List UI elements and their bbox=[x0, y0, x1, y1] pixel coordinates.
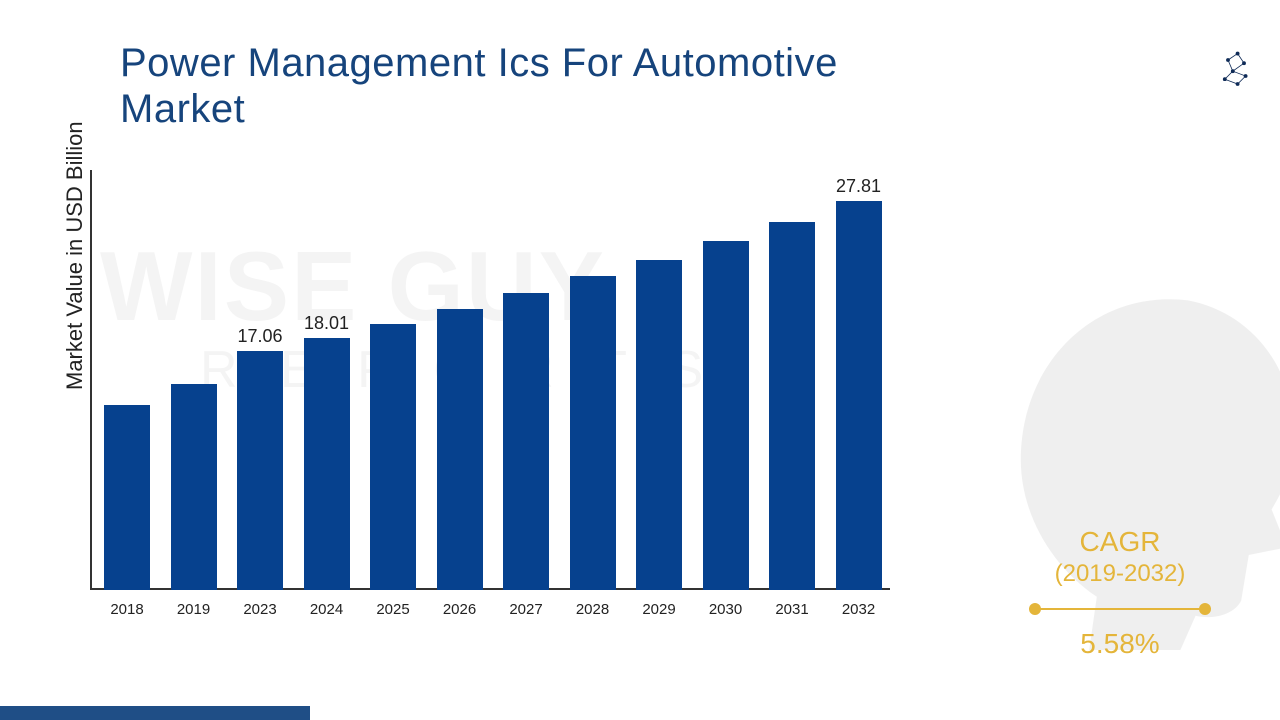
bar-x-label: 2027 bbox=[503, 601, 549, 618]
bar: 2028 bbox=[570, 170, 616, 590]
bar-x-label: 2031 bbox=[769, 601, 815, 618]
bar: 202418.01 bbox=[304, 170, 350, 590]
bar-x-label: 2026 bbox=[437, 601, 483, 618]
bar-x-label: 2032 bbox=[836, 601, 882, 618]
bar-value-label: 18.01 bbox=[304, 313, 350, 334]
cagr-divider bbox=[1035, 608, 1205, 610]
cagr-label: CAGR bbox=[1020, 526, 1220, 558]
bar: 2031 bbox=[769, 170, 815, 590]
bar: 2029 bbox=[636, 170, 682, 590]
cagr-block: CAGR (2019-2032) 5.58% bbox=[1020, 526, 1220, 660]
bar: 2019 bbox=[171, 170, 217, 590]
bar-rect bbox=[370, 324, 416, 590]
bar-x-label: 2028 bbox=[570, 601, 616, 618]
chart-area: 2018 2019 202317.06 202418.01 2025 2026 2027 20… bbox=[90, 170, 890, 590]
bar-rect bbox=[836, 201, 882, 590]
logo-line2: R E P O R T S bbox=[1007, 79, 1240, 97]
bar: 2026 bbox=[437, 170, 483, 590]
bar: 202317.06 bbox=[237, 170, 283, 590]
bar-rect bbox=[171, 384, 217, 590]
bar-x-label: 2029 bbox=[636, 601, 682, 618]
bar-x-label: 2023 bbox=[237, 601, 283, 618]
bar-x-label: 2019 bbox=[171, 601, 217, 618]
bar-rect bbox=[703, 241, 749, 590]
bar: 203227.81 bbox=[836, 170, 882, 590]
bar-x-label: 2030 bbox=[703, 601, 749, 618]
bar-value-label: 27.81 bbox=[836, 176, 882, 197]
bar-x-label: 2018 bbox=[104, 601, 150, 618]
y-axis-label: Market Value in USD Billion bbox=[62, 121, 88, 390]
bar-value-label: 17.06 bbox=[237, 326, 283, 347]
bar-rect bbox=[104, 405, 150, 590]
bar-rect bbox=[437, 309, 483, 590]
bar-rect bbox=[304, 338, 350, 590]
bar: 2030 bbox=[703, 170, 749, 590]
cagr-dot-left bbox=[1029, 603, 1041, 615]
logo: WISE GUY R E P O R T S bbox=[1007, 40, 1240, 97]
bar-x-label: 2025 bbox=[370, 601, 416, 618]
bars-container: 2018 2019 202317.06 202418.01 2025 2026 2027 20… bbox=[90, 170, 890, 590]
bar-rect bbox=[769, 222, 815, 590]
cagr-value: 5.58% bbox=[1020, 628, 1220, 660]
bottom-strip bbox=[0, 706, 310, 720]
bar-rect bbox=[503, 293, 549, 590]
bar: 2027 bbox=[503, 170, 549, 590]
bar: 2018 bbox=[104, 170, 150, 590]
cagr-range: (2019-2032) bbox=[1020, 560, 1220, 588]
cagr-dot-right bbox=[1199, 603, 1211, 615]
canvas: WISE GUY R E P O R T S WISE GUY R E P O … bbox=[0, 0, 1280, 720]
logo-line1: WISE GUY bbox=[1007, 40, 1240, 77]
bar-rect bbox=[570, 276, 616, 590]
bar-x-label: 2024 bbox=[304, 601, 350, 618]
bar: 2025 bbox=[370, 170, 416, 590]
bar-rect bbox=[237, 351, 283, 590]
bar-rect bbox=[636, 260, 682, 590]
page-title: Power Management Ics For AutomotiveMarke… bbox=[120, 40, 838, 132]
